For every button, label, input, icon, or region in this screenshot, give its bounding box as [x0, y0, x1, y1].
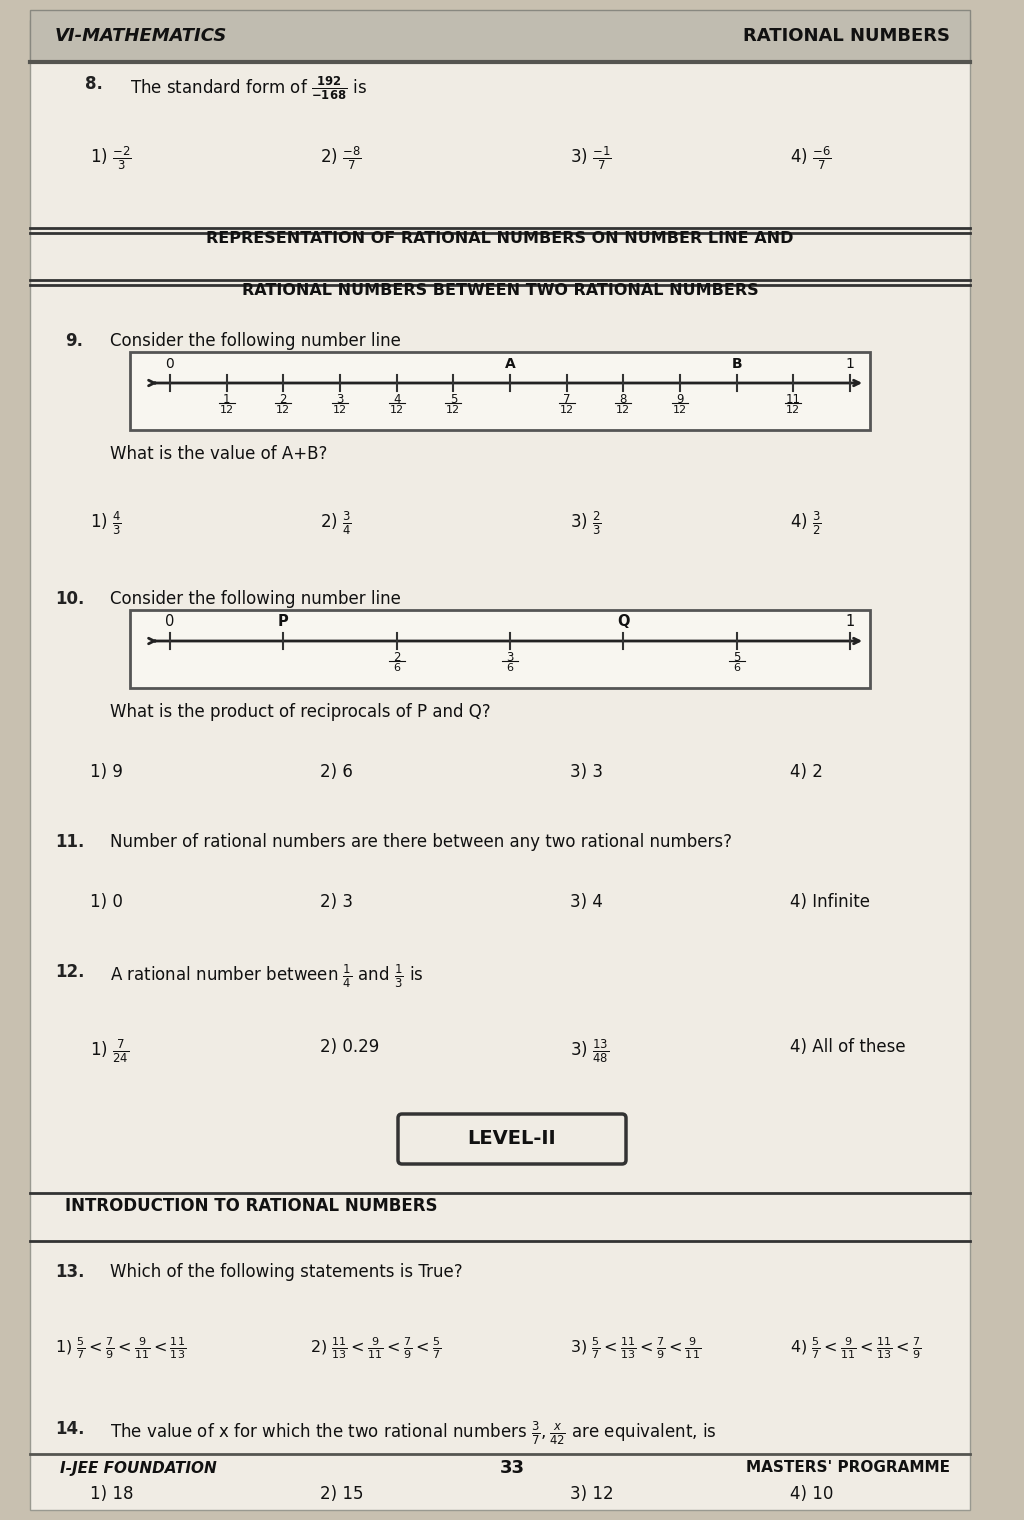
Text: MASTERS' PROGRAMME: MASTERS' PROGRAMME: [746, 1461, 950, 1476]
Text: 2) $\frac{3}{4}$: 2) $\frac{3}{4}$: [319, 511, 352, 538]
Text: 2) $\frac{11}{13}<\frac{9}{11}<\frac{7}{9}<\frac{5}{7}$: 2) $\frac{11}{13}<\frac{9}{11}<\frac{7}{…: [310, 1335, 441, 1360]
Text: 4) $\frac{-6}{7}$: 4) $\frac{-6}{7}$: [790, 144, 831, 172]
Text: 4: 4: [393, 394, 400, 406]
Text: I-JEE FOUNDATION: I-JEE FOUNDATION: [60, 1461, 217, 1476]
Text: 5: 5: [450, 394, 457, 406]
Text: 1) $\frac{5}{7}<\frac{7}{9}<\frac{9}{11}<\frac{11}{13}$: 1) $\frac{5}{7}<\frac{7}{9}<\frac{9}{11}…: [55, 1335, 186, 1360]
Text: 9.: 9.: [65, 331, 83, 350]
Text: 8.: 8.: [85, 74, 102, 93]
Text: 2) 3: 2) 3: [319, 894, 353, 910]
Text: RATIONAL NUMBERS BETWEEN TWO RATIONAL NUMBERS: RATIONAL NUMBERS BETWEEN TWO RATIONAL NU…: [242, 283, 759, 298]
Text: 12: 12: [389, 404, 403, 415]
Text: 3: 3: [506, 651, 514, 664]
Text: 4) 2: 4) 2: [790, 763, 823, 781]
Text: 3) 3: 3) 3: [570, 763, 603, 781]
Text: 4) Infinite: 4) Infinite: [790, 894, 870, 910]
Text: 4) All of these: 4) All of these: [790, 1038, 905, 1056]
Text: 4) $\frac{3}{2}$: 4) $\frac{3}{2}$: [790, 511, 821, 538]
Text: REPRESENTATION OF RATIONAL NUMBERS ON NUMBER LINE AND: REPRESENTATION OF RATIONAL NUMBERS ON NU…: [206, 231, 794, 246]
Text: What is the product of reciprocals of P and Q?: What is the product of reciprocals of P …: [110, 702, 490, 720]
Text: 2: 2: [393, 651, 400, 664]
Text: P: P: [278, 614, 289, 629]
Text: 0: 0: [166, 357, 174, 371]
Bar: [130, 610, 870, 689]
Text: 11: 11: [785, 394, 801, 406]
Text: 6: 6: [393, 663, 400, 673]
Text: 6: 6: [507, 663, 513, 673]
Text: 2) $\frac{-8}{7}$: 2) $\frac{-8}{7}$: [319, 144, 361, 172]
Text: INTRODUCTION TO RATIONAL NUMBERS: INTRODUCTION TO RATIONAL NUMBERS: [65, 1198, 437, 1214]
Text: 13.: 13.: [55, 1263, 85, 1281]
Text: VI-MATHEMATICS: VI-MATHEMATICS: [55, 27, 227, 46]
FancyBboxPatch shape: [398, 1114, 626, 1164]
Text: 10.: 10.: [55, 590, 84, 608]
Text: 14.: 14.: [55, 1420, 85, 1438]
Text: RATIONAL NUMBERS: RATIONAL NUMBERS: [743, 27, 950, 46]
Text: 4) 10: 4) 10: [790, 1485, 834, 1503]
Text: 12: 12: [276, 404, 291, 415]
Text: Consider the following number line: Consider the following number line: [110, 590, 400, 608]
Text: 3) $\frac{13}{48}$: 3) $\frac{13}{48}$: [570, 1038, 609, 1066]
Text: 6: 6: [733, 663, 740, 673]
Text: Number of rational numbers are there between any two rational numbers?: Number of rational numbers are there bet…: [110, 833, 732, 851]
Text: Q: Q: [617, 614, 630, 629]
Text: 1) 9: 1) 9: [90, 763, 123, 781]
Text: Which of the following statements is True?: Which of the following statements is Tru…: [110, 1263, 463, 1281]
Text: The value of x for which the two rational numbers $\frac{3}{7}, \frac{x}{42}$ ar: The value of x for which the two rationa…: [110, 1420, 717, 1447]
Text: 12.: 12.: [55, 964, 85, 980]
Text: 3) $\frac{2}{3}$: 3) $\frac{2}{3}$: [570, 511, 602, 538]
Text: 8: 8: [620, 394, 627, 406]
Text: 3) 4: 3) 4: [570, 894, 603, 910]
Text: 9: 9: [676, 394, 684, 406]
Text: 12: 12: [333, 404, 347, 415]
Text: The standard form of $\mathbf{\frac{192}{-168}}$ is: The standard form of $\mathbf{\frac{192}…: [130, 74, 367, 102]
Text: 1: 1: [223, 394, 230, 406]
Text: 12: 12: [673, 404, 687, 415]
Text: 2) 0.29: 2) 0.29: [319, 1038, 379, 1056]
Text: 2) 6: 2) 6: [319, 763, 353, 781]
Text: Consider the following number line: Consider the following number line: [110, 331, 400, 350]
Text: A: A: [505, 357, 515, 371]
Text: 3) $\frac{-1}{7}$: 3) $\frac{-1}{7}$: [570, 144, 611, 172]
Text: 2) 15: 2) 15: [319, 1485, 364, 1503]
Text: 1) 18: 1) 18: [90, 1485, 133, 1503]
Text: 5: 5: [733, 651, 740, 664]
Text: 1) $\frac{4}{3}$: 1) $\frac{4}{3}$: [90, 511, 122, 538]
Text: 1) $\frac{-2}{3}$: 1) $\frac{-2}{3}$: [90, 144, 131, 172]
Text: 12: 12: [559, 404, 573, 415]
Text: 1: 1: [846, 614, 855, 629]
Text: 1) 0: 1) 0: [90, 894, 123, 910]
Bar: [30, 11, 970, 62]
Text: 12: 12: [616, 404, 631, 415]
Text: 12: 12: [446, 404, 461, 415]
Text: 12: 12: [219, 404, 233, 415]
Text: 3: 3: [336, 394, 344, 406]
Text: 3) 12: 3) 12: [570, 1485, 613, 1503]
Text: 1: 1: [846, 357, 854, 371]
Bar: [130, 353, 870, 430]
Text: What is the value of A+B?: What is the value of A+B?: [110, 445, 328, 464]
Text: 12: 12: [786, 404, 801, 415]
Text: 11.: 11.: [55, 833, 84, 851]
Text: 33: 33: [500, 1459, 524, 1477]
Text: 1) $\frac{7}{24}$: 1) $\frac{7}{24}$: [90, 1038, 129, 1066]
Text: LEVEL-II: LEVEL-II: [468, 1129, 556, 1149]
Text: 0: 0: [165, 614, 175, 629]
Text: B: B: [731, 357, 742, 371]
Text: A rational number between $\frac{1}{4}$ and $\frac{1}{3}$ is: A rational number between $\frac{1}{4}$ …: [110, 964, 424, 991]
Text: 3) $\frac{5}{7}<\frac{11}{13}<\frac{7}{9}<\frac{9}{11}$: 3) $\frac{5}{7}<\frac{11}{13}<\frac{7}{9…: [570, 1335, 701, 1360]
Text: 4) $\frac{5}{7}<\frac{9}{11}<\frac{11}{13}<\frac{7}{9}$: 4) $\frac{5}{7}<\frac{9}{11}<\frac{11}{1…: [790, 1335, 922, 1360]
Text: 7: 7: [563, 394, 570, 406]
Text: 2: 2: [280, 394, 287, 406]
